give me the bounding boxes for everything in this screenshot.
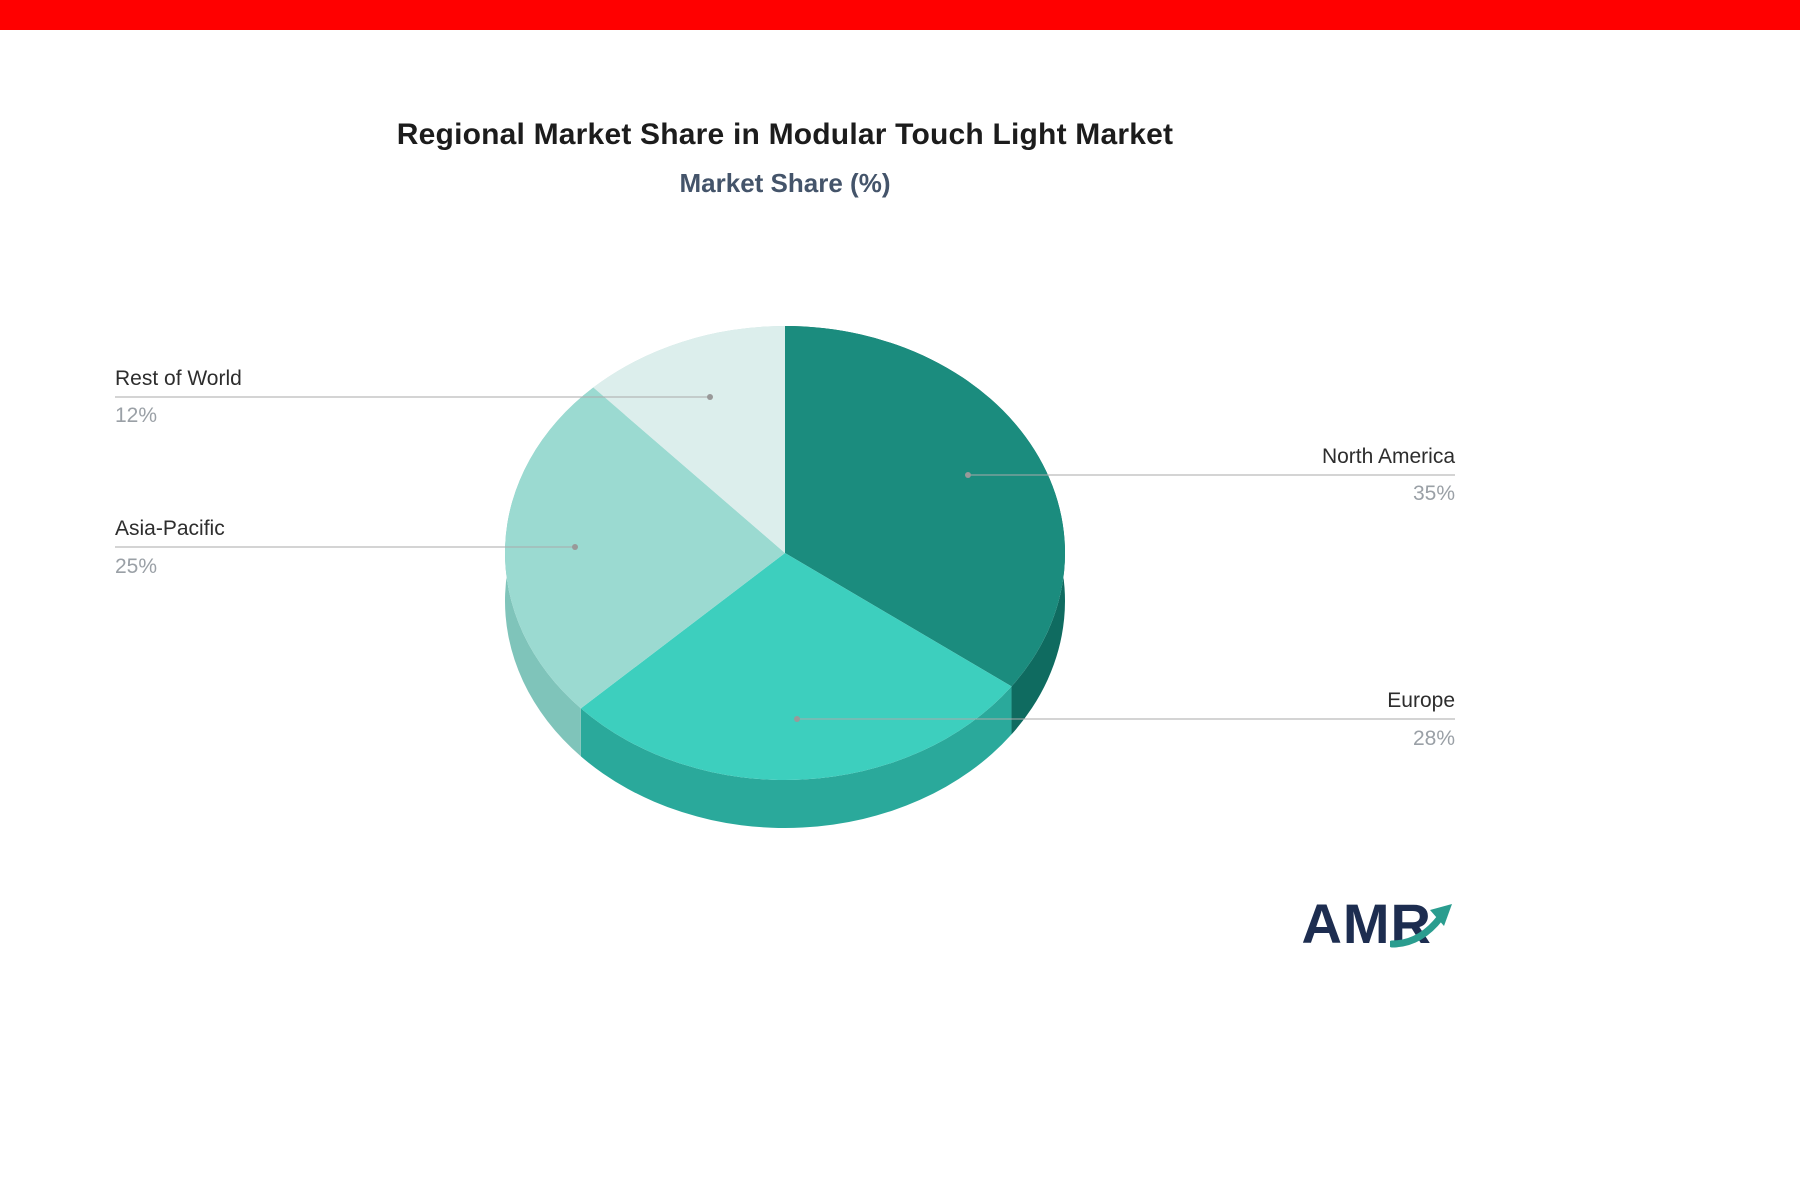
leader-dot <box>707 394 713 400</box>
pie-slice-asia-pacific[interactable] <box>505 387 785 709</box>
callout-value-north-america: 35% <box>1412 482 1455 505</box>
callout-label-europe: Europe <box>1387 689 1455 712</box>
chart-title: Regional Market Share in Modular Touch L… <box>396 118 1174 151</box>
callout-label-asia-pacific: Asia-Pacific <box>115 517 225 540</box>
chart-subtitle: Market Share (%) <box>679 168 891 198</box>
pie-slice-europe[interactable] <box>580 553 1012 781</box>
callout-value-rest-of-world: 12% <box>115 404 158 427</box>
leader-dot <box>794 716 800 722</box>
callout-label-rest-of-world: Rest of World <box>115 367 242 390</box>
leader-dot <box>572 544 578 550</box>
pie-slice-side-europe <box>580 686 1012 828</box>
pie-slice-north-america[interactable] <box>785 326 1065 687</box>
amr-logo-arrow-icon <box>1390 904 1452 948</box>
amr-logo: AMR <box>1301 896 1452 952</box>
callout-value-asia-pacific: 25% <box>115 555 158 578</box>
pie-slice-rest-of-world[interactable] <box>593 326 785 553</box>
callout-label-north-america: North America <box>1321 445 1455 468</box>
top-accent-bar <box>0 0 1800 30</box>
callout-value-europe: 28% <box>1412 727 1455 750</box>
leader-dot <box>965 472 971 478</box>
